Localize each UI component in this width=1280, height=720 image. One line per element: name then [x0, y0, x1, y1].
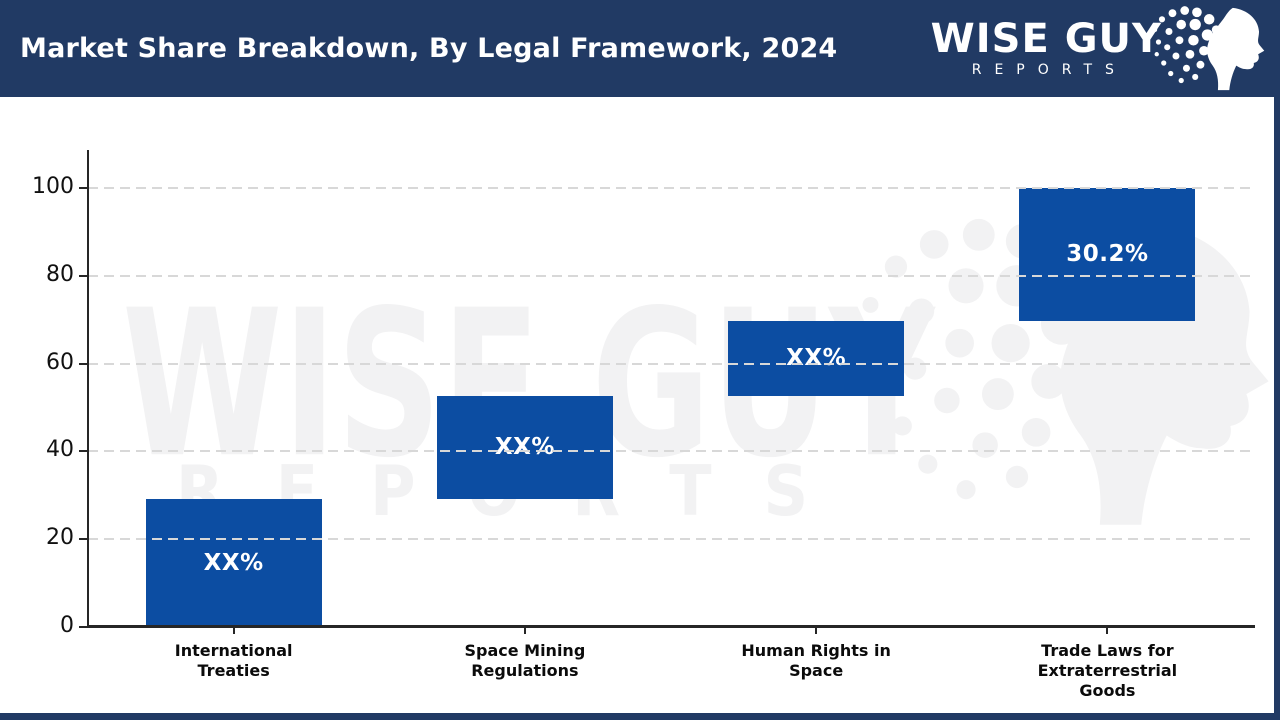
- x-axis-tick: [815, 628, 818, 634]
- category-label-line: Goods: [1079, 681, 1136, 700]
- category-label-line: Treaties: [197, 661, 270, 680]
- y-axis-tick: [79, 450, 87, 453]
- bar-value-label: XX%: [203, 549, 264, 576]
- bar-value-label: XX%: [494, 434, 555, 461]
- y-axis-tick-label: 40: [46, 437, 74, 463]
- y-axis-line: [87, 150, 89, 628]
- gridline: [88, 538, 1255, 541]
- header-bar: Market Share Breakdown, By Legal Framewo…: [0, 0, 1280, 97]
- y-axis-tick-label: 80: [46, 261, 74, 287]
- bottom-border-strip: [0, 713, 1280, 720]
- category-label-line: Trade Laws for: [1041, 641, 1174, 660]
- y-axis-tick-label: 20: [46, 525, 74, 551]
- logo-wordmark: WISE GUY: [930, 16, 1162, 62]
- chart-title: Market Share Breakdown, By Legal Framewo…: [20, 33, 838, 64]
- x-axis-tick: [232, 628, 235, 634]
- y-axis-tick-label: 100: [32, 174, 74, 199]
- y-axis-tick-label: 0: [60, 613, 74, 638]
- gridline: [88, 274, 1255, 277]
- gridline: [88, 362, 1255, 365]
- y-axis-tick: [79, 274, 87, 277]
- gridline: [88, 450, 1255, 453]
- bar: 30.2%: [1019, 188, 1196, 321]
- logo-subtitle: REPORTS: [971, 62, 1127, 78]
- category-label-line: Extraterrestrial: [1037, 661, 1178, 680]
- y-axis-tick: [79, 362, 87, 365]
- x-axis-tick: [523, 628, 526, 634]
- category-label: Trade Laws for Extraterrestrial Goods: [987, 641, 1227, 701]
- gridline: [88, 187, 1255, 189]
- category-label-line: Space Mining: [464, 641, 586, 660]
- bar-value-label: 30.2%: [1066, 241, 1149, 268]
- bar: XX%: [436, 396, 613, 499]
- category-label: Space Mining Regulations: [405, 641, 645, 681]
- x-axis-line: [87, 625, 1255, 628]
- right-border-strip: [1274, 0, 1280, 720]
- bar: XX%: [728, 320, 905, 397]
- category-label: International Treaties: [114, 641, 354, 681]
- logo-text: WISE GUY REPORTS: [931, 19, 1162, 78]
- category-label: Human Rights in Space: [696, 641, 936, 681]
- y-axis-tick: [79, 538, 87, 541]
- bar-value-label: XX%: [786, 345, 847, 372]
- y-axis-tick: [79, 626, 87, 628]
- y-axis-tick: [79, 187, 87, 189]
- y-axis-tick-label: 60: [46, 349, 74, 375]
- bar: XX%: [145, 498, 322, 627]
- x-axis-tick: [1106, 628, 1109, 634]
- logo-face-icon: [1152, 5, 1265, 90]
- category-label-line: Regulations: [471, 661, 579, 680]
- category-label-line: Human Rights in: [741, 641, 891, 660]
- category-label-line: International: [174, 641, 293, 660]
- category-label-line: Space: [789, 661, 844, 680]
- wise-guy-reports-logo: WISE GUY REPORTS: [931, 5, 1266, 93]
